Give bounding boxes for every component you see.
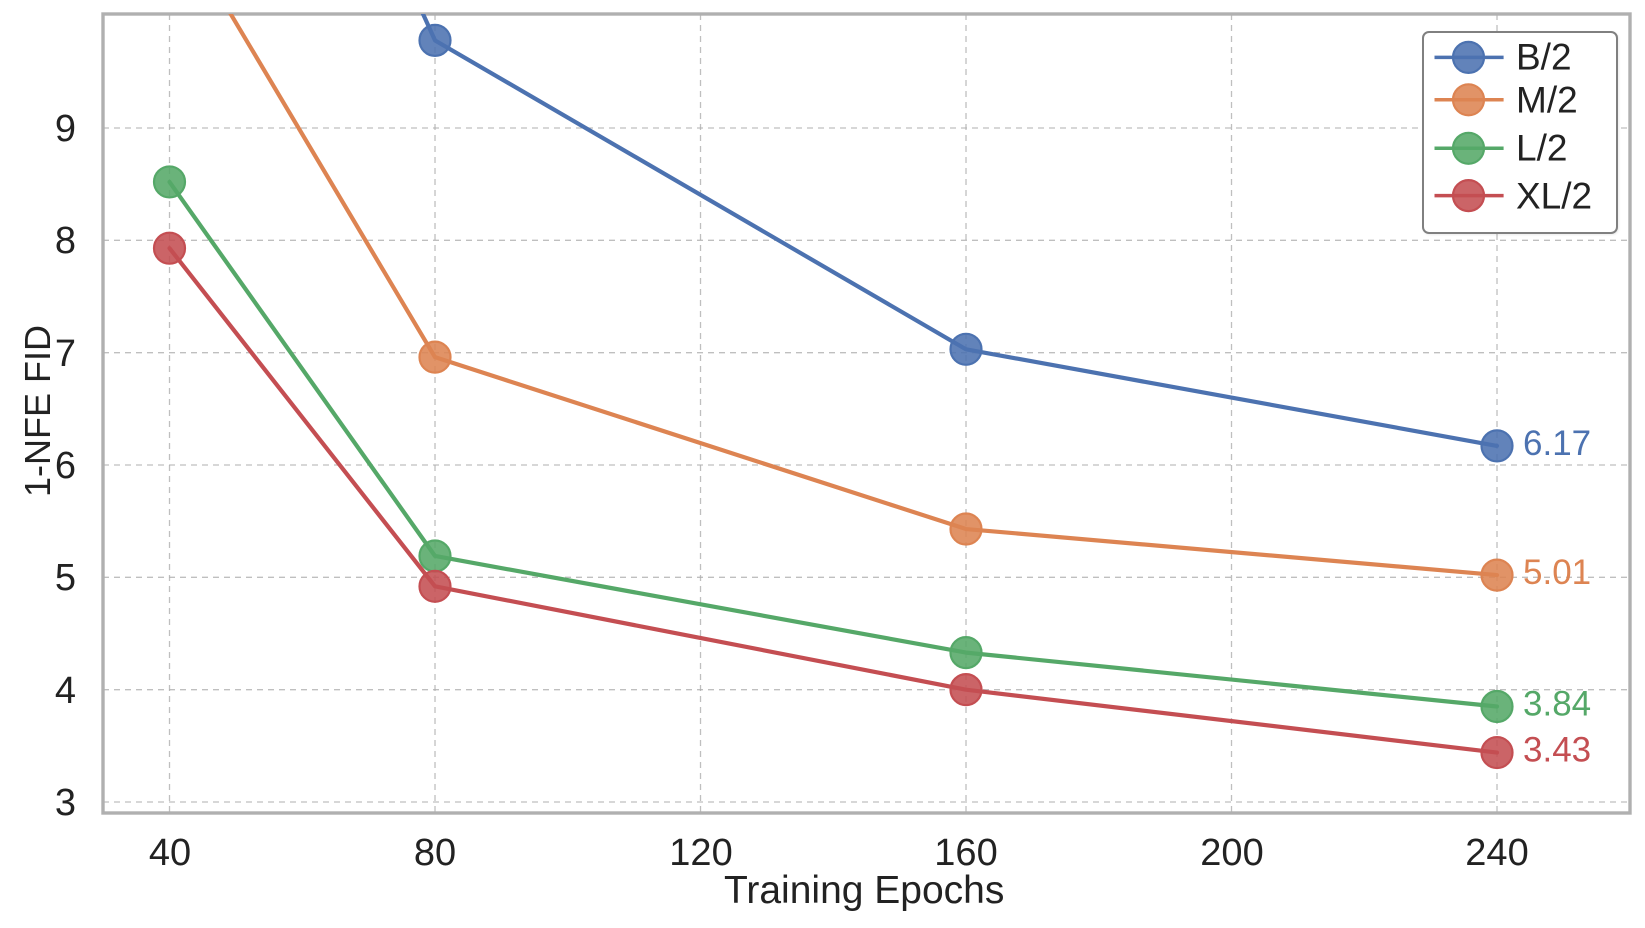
svg-text:6.17: 6.17 xyxy=(1523,424,1591,463)
svg-text:3.43: 3.43 xyxy=(1523,731,1591,770)
svg-text:3.84: 3.84 xyxy=(1523,685,1591,724)
svg-text:5.01: 5.01 xyxy=(1523,553,1591,592)
